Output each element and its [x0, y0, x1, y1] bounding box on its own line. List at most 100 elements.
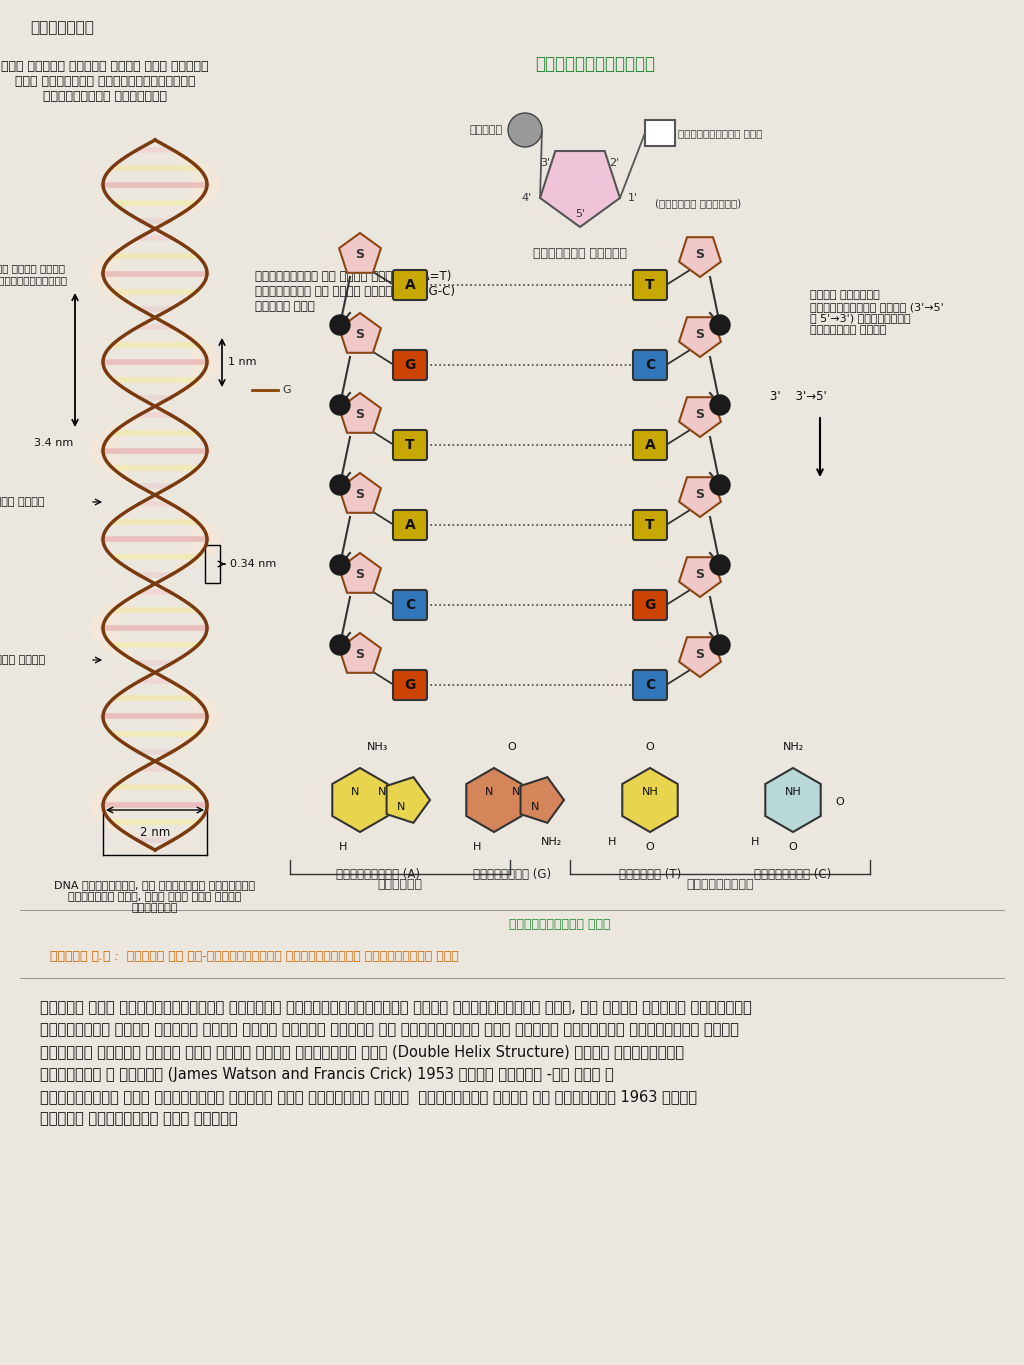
FancyBboxPatch shape [645, 120, 675, 146]
Text: NH₂: NH₂ [542, 837, 562, 848]
Text: NH: NH [784, 788, 802, 797]
Polygon shape [339, 393, 381, 433]
Text: 5': 5' [574, 209, 585, 218]
FancyBboxPatch shape [633, 430, 667, 460]
Text: ফসফেট: ফসফেট [470, 126, 503, 135]
Circle shape [330, 556, 350, 575]
Polygon shape [339, 633, 381, 673]
Text: N: N [484, 788, 494, 797]
Text: O: O [835, 797, 844, 807]
Polygon shape [679, 478, 721, 517]
Text: NH: NH [642, 788, 658, 797]
Text: S: S [695, 248, 705, 262]
Circle shape [710, 315, 730, 334]
Text: T: T [645, 278, 654, 292]
Text: ডিএনএ দুই সূত্রবিশিষ্ট অসংখ্য নিউক্লিওটাইডের একটি সর্পিলাকার পঠন, এর একটি সূত্র : ডিএনএ দুই সূত্রবিশিষ্ট অসংখ্য নিউক্লিওটা… [40, 1001, 752, 1126]
Text: N: N [351, 788, 359, 797]
Text: N: N [530, 803, 540, 812]
Text: নাইট্রোজেন বেস: নাইট্রোজেন বেস [509, 919, 610, 931]
Polygon shape [679, 397, 721, 437]
FancyBboxPatch shape [393, 430, 427, 460]
Text: C: C [404, 598, 415, 612]
Text: গুয়ানিন (G): গুয়ানিন (G) [473, 868, 551, 880]
Circle shape [710, 394, 730, 415]
Text: অগভীর খাঁজ: অগভীর খাঁজ [0, 655, 45, 665]
Text: T: T [645, 517, 654, 532]
Text: সাইটোসিন (C): সাইটোসিন (C) [755, 868, 831, 880]
Text: H: H [608, 837, 616, 848]
Circle shape [508, 113, 542, 147]
Text: H: H [751, 837, 759, 848]
Text: 3.4 nm: 3.4 nm [34, 438, 73, 448]
Text: NH₂: NH₂ [782, 743, 804, 752]
Text: S: S [355, 568, 365, 581]
Text: S: S [695, 568, 705, 581]
Circle shape [710, 475, 730, 495]
Text: 4': 4' [522, 192, 532, 203]
Text: A: A [404, 517, 416, 532]
Polygon shape [623, 768, 678, 833]
Text: G: G [644, 598, 655, 612]
Text: S: S [355, 489, 365, 501]
FancyBboxPatch shape [633, 270, 667, 300]
FancyBboxPatch shape [393, 270, 427, 300]
Text: H: H [339, 842, 347, 852]
Polygon shape [339, 553, 381, 592]
Text: C: C [645, 678, 655, 692]
Polygon shape [679, 557, 721, 597]
Text: S: S [695, 648, 705, 662]
Text: গভীর খাঁজ: গভীর খাঁজ [0, 497, 45, 506]
Text: N: N [512, 788, 520, 797]
Text: N: N [397, 803, 406, 812]
FancyBboxPatch shape [633, 511, 667, 541]
Text: 2 nm: 2 nm [140, 826, 170, 839]
Polygon shape [679, 238, 721, 277]
Text: 2': 2' [609, 158, 620, 168]
Polygon shape [520, 777, 564, 823]
FancyBboxPatch shape [633, 349, 667, 379]
Circle shape [330, 394, 350, 415]
Text: S: S [695, 408, 705, 422]
Text: S: S [695, 489, 705, 501]
Text: G: G [282, 385, 291, 394]
Text: S: S [695, 329, 705, 341]
Text: N: N [378, 788, 386, 797]
Polygon shape [387, 777, 430, 823]
FancyBboxPatch shape [393, 670, 427, 700]
Text: দুটি পরস্পর
বিপরীতমুখী হয়ে (3'→5'
ও 5'→3') পাশাপাশি
অবস্থান করে।: দুটি পরস্পর বিপরীতমুখী হয়ে (3'→5' ও 5'→… [810, 289, 944, 334]
Text: H: H [473, 842, 481, 852]
Text: পিরিমিডিন: পিরিমিডিন [686, 878, 754, 891]
Text: 1': 1' [628, 192, 638, 203]
Text: DNA ছিসূত্রক, এর বিন্যাস পাঁচানো
সিঁড়ির মতো, একে বলা হয় ডাবল
হেলিক্স: DNA ছিসূত্রক, এর বিন্যাস পাঁচানো সিঁড়ির… [54, 880, 256, 913]
Text: G: G [404, 358, 416, 373]
Text: থাইমিন (T): থাইমিন (T) [618, 868, 681, 880]
Polygon shape [466, 768, 521, 833]
FancyBboxPatch shape [393, 590, 427, 620]
Text: বিজ্ঞান: বিজ্ঞান [30, 20, 94, 35]
Polygon shape [679, 317, 721, 358]
FancyBboxPatch shape [633, 670, 667, 700]
Text: আ্যাডিনিন এর সাথে থাইমিন (A=T)
গুয়ানিন এর সাথে সাইটোসিন (G-C)
যুক্ত হয়: আ্যাডিনিন এর সাথে থাইমিন (A=T) গুয়ানিন … [255, 270, 455, 313]
Text: পিউরিন: পিউরিন [378, 878, 423, 891]
Text: S: S [355, 648, 365, 662]
Text: এক পাটে দশটি
নিউক্লিওটাইড: এক পাটে দশটি নিউক্লিওটাইড [0, 263, 68, 285]
Polygon shape [765, 768, 820, 833]
Text: দুই পাশের সূত্র তৈরি হয় সুগার
এবং ফসফেটের পর্যায়ক্রমিক
সংযুক্তির মাধ্যমে: দুই পাশের সূত্র তৈরি হয় সুগার এবং ফসফেট… [1, 60, 209, 102]
Text: O: O [645, 842, 654, 852]
Circle shape [330, 475, 350, 495]
Polygon shape [339, 474, 381, 513]
Text: নিউক্লিওটাইড: নিউক্লিওটাইড [535, 55, 655, 72]
Text: NH₃: NH₃ [368, 743, 389, 752]
Text: A: A [645, 438, 655, 452]
Text: T: T [406, 438, 415, 452]
Circle shape [710, 635, 730, 655]
Polygon shape [540, 152, 620, 227]
Text: C: C [645, 358, 655, 373]
FancyBboxPatch shape [393, 349, 427, 379]
Text: O: O [645, 743, 654, 752]
Text: 1 nm: 1 nm [228, 358, 256, 367]
Text: A: A [404, 278, 416, 292]
Polygon shape [339, 313, 381, 352]
Text: চিত্র ৯.৫ :  ডিএনএ বা ডি-অক্সিরাইবো নিউক্লিরিক অ্যাসিডের গঠন: চিত্র ৯.৫ : ডিএনএ বা ডি-অক্সিরাইবো নিউক্… [50, 950, 459, 962]
Text: 3': 3' [541, 158, 550, 168]
